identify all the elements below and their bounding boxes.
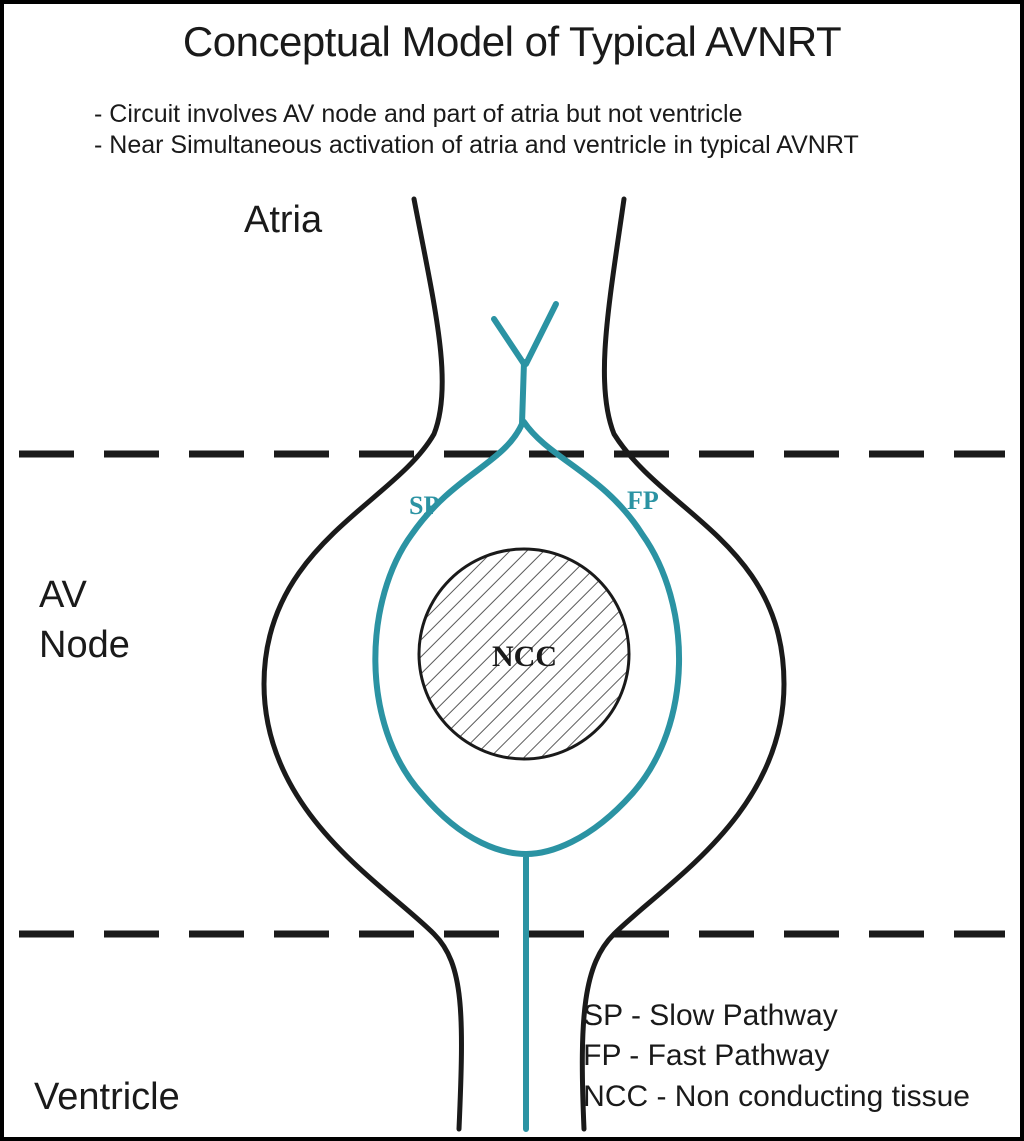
diagram-frame: Conceptual Model of Typical AVNRT - Circ… (0, 0, 1024, 1141)
label-fp-icon: FP (627, 486, 659, 515)
pathway-atrial-left (494, 319, 524, 364)
diagram-svg: SP FP NCC (4, 4, 1020, 1137)
label-ncc-icon: NCC (492, 640, 557, 673)
label-sp-icon: SP (409, 491, 439, 520)
pathway-atrial-right (526, 304, 556, 364)
